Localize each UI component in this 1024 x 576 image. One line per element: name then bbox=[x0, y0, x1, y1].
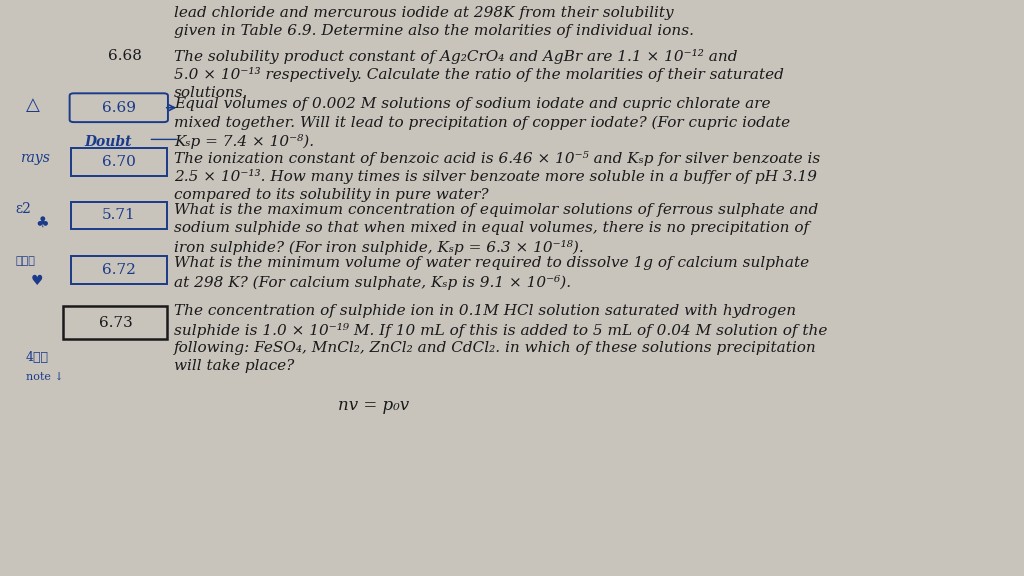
Text: Doubt: Doubt bbox=[84, 135, 131, 149]
Text: iron sulphide? (For iron sulphide, Kₛp = 6.3 × 10⁻¹⁸).: iron sulphide? (For iron sulphide, Kₛp =… bbox=[174, 240, 584, 255]
Text: What is the minimum volume of water required to dissolve 1g of calcium sulphate: What is the minimum volume of water requ… bbox=[174, 256, 809, 270]
Text: sodium sulphide so that when mixed in equal volumes, there is no precipitation o: sodium sulphide so that when mixed in eq… bbox=[174, 221, 809, 235]
Text: following: FeSO₄, MnCl₂, ZnCl₂ and CdCl₂. in which of these solutions precipitat: following: FeSO₄, MnCl₂, ZnCl₂ and CdCl₂… bbox=[174, 341, 817, 355]
Text: given in Table 6.9. Determine also the molarities of individual ions.: given in Table 6.9. Determine also the m… bbox=[174, 24, 694, 38]
Text: sulphide is 1.0 × 10⁻¹⁹ M. If 10 mL of this is added to 5 mL of 0.04 M solution : sulphide is 1.0 × 10⁻¹⁹ M. If 10 mL of t… bbox=[174, 323, 827, 338]
Text: solutions.: solutions. bbox=[174, 86, 249, 100]
Text: The solubility product constant of Ag₂CrO₄ and AgBr are 1.1 × 10⁻¹² and: The solubility product constant of Ag₂Cr… bbox=[174, 49, 737, 64]
Text: 2.5 × 10⁻¹³. How many times is silver benzoate more soluble in a buffer of pH 3.: 2.5 × 10⁻¹³. How many times is silver be… bbox=[174, 169, 817, 184]
Text: mixed together. Will it lead to precipitation of copper iodate? (For cupric ioda: mixed together. Will it lead to precipit… bbox=[174, 115, 791, 130]
Text: The concentration of sulphide ion in 0.1M HCl solution saturated with hydrogen: The concentration of sulphide ion in 0.1… bbox=[174, 304, 797, 318]
Text: will take place?: will take place? bbox=[174, 359, 294, 373]
Text: 6.68: 6.68 bbox=[108, 49, 141, 63]
Text: 6.69: 6.69 bbox=[101, 101, 136, 115]
Text: at 298 K? (For calcium sulphate, Kₛp is 9.1 × 10⁻⁶).: at 298 K? (For calcium sulphate, Kₛp is … bbox=[174, 275, 571, 290]
Text: lead chloride and mercurous iodide at 298K from their solubility: lead chloride and mercurous iodide at 29… bbox=[174, 6, 674, 20]
Text: ♣: ♣ bbox=[36, 216, 49, 230]
Text: nv = p₀v: nv = p₀v bbox=[338, 397, 409, 415]
Text: The ionization constant of benzoic acid is 6.46 × 10⁻⁵ and Kₛp for silver benzoa: The ionization constant of benzoic acid … bbox=[174, 151, 820, 166]
Text: Equal volumes of 0.002 M solutions of sodium iodate and cupric chlorate are: Equal volumes of 0.002 M solutions of so… bbox=[174, 97, 771, 111]
Text: 6.73: 6.73 bbox=[99, 316, 132, 329]
Text: 6.70: 6.70 bbox=[101, 155, 136, 169]
Text: ε2: ε2 bbox=[15, 202, 32, 215]
Text: 5.0 × 10⁻¹³ respectively. Calculate the ratio of the molarities of their saturat: 5.0 × 10⁻¹³ respectively. Calculate the … bbox=[174, 67, 784, 82]
Text: 4★★: 4★★ bbox=[26, 351, 48, 365]
Text: ♥: ♥ bbox=[31, 274, 43, 287]
Text: Kₛp = 7.4 × 10⁻⁸).: Kₛp = 7.4 × 10⁻⁸). bbox=[174, 134, 314, 149]
Text: △: △ bbox=[26, 96, 40, 114]
Text: 6.72: 6.72 bbox=[101, 263, 136, 277]
Text: compared to its solubility in pure water?: compared to its solubility in pure water… bbox=[174, 188, 488, 202]
Text: 5.71: 5.71 bbox=[102, 209, 135, 222]
Text: rays: rays bbox=[20, 151, 50, 165]
Text: ★★★: ★★★ bbox=[15, 256, 35, 266]
Text: What is the maximum concentration of equimolar solutions of ferrous sulphate and: What is the maximum concentration of equ… bbox=[174, 203, 818, 217]
Text: note ↓: note ↓ bbox=[26, 372, 63, 381]
